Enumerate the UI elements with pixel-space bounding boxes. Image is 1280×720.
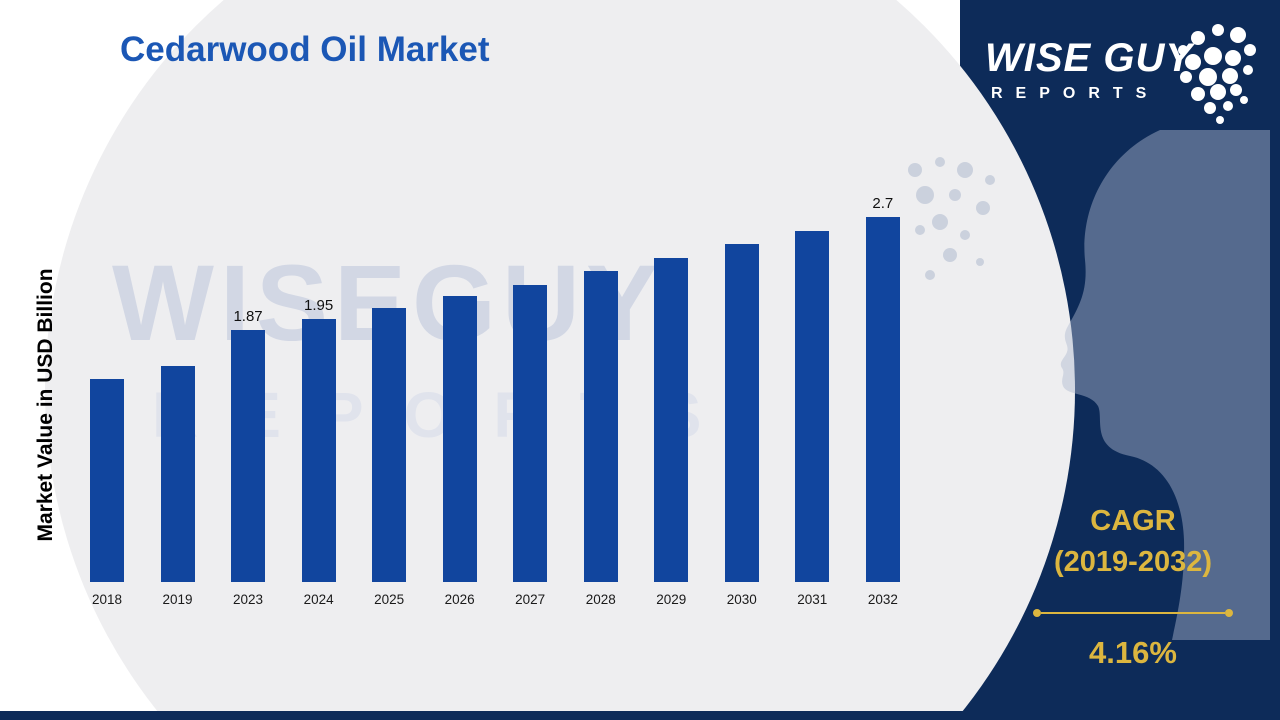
divider-dot-right bbox=[1225, 609, 1233, 617]
bar bbox=[301, 319, 336, 582]
x-axis-label: 2024 bbox=[303, 592, 334, 607]
bar bbox=[90, 379, 124, 582]
bar bbox=[372, 308, 407, 582]
bar bbox=[513, 285, 548, 582]
bar bbox=[231, 330, 266, 582]
bar bbox=[442, 296, 477, 582]
x-axis-label: 2027 bbox=[515, 592, 546, 607]
bar-value-label: 1.87 bbox=[233, 308, 263, 325]
bar bbox=[583, 271, 618, 582]
bar-column: 2030 bbox=[711, 160, 773, 608]
dots-decoration bbox=[908, 157, 995, 280]
bar-column: 2.7 2032 bbox=[852, 160, 914, 608]
x-axis-label: 2032 bbox=[867, 592, 898, 607]
bar bbox=[160, 366, 195, 582]
bar-column: 2027 bbox=[499, 160, 561, 608]
cagr-block: CAGR (2019-2032) 4.16% bbox=[998, 505, 1268, 671]
bar bbox=[654, 258, 689, 582]
wise-guy-reports-logo: WISE GUY REPORTS bbox=[985, 36, 1193, 103]
cagr-label: CAGR bbox=[1090, 505, 1176, 537]
divider-line bbox=[1041, 612, 1225, 614]
page-title: Cedarwood Oil Market bbox=[120, 30, 490, 69]
bar-chart: 2018 2019 1.87 2023 1.95 2024 2025 2026 2027 2028… bbox=[76, 160, 914, 608]
cagr-value: 4.16% bbox=[1089, 635, 1177, 670]
x-axis-label: 2030 bbox=[726, 592, 757, 607]
bar-column: 2031 bbox=[781, 160, 843, 608]
x-axis-label: 2026 bbox=[444, 592, 475, 607]
x-axis-label: 2031 bbox=[797, 592, 828, 607]
background-circle bbox=[45, 0, 1075, 720]
bar-value-label: 1.95 bbox=[303, 297, 334, 314]
x-axis-label: 2019 bbox=[162, 592, 193, 607]
bar bbox=[724, 244, 759, 582]
bar-column: 2019 bbox=[147, 160, 209, 608]
x-axis-label: 2025 bbox=[374, 592, 405, 607]
bar bbox=[865, 217, 900, 582]
bar-column: 2018 bbox=[76, 160, 138, 608]
bar-column: 2028 bbox=[570, 160, 632, 608]
cagr-divider bbox=[1033, 609, 1233, 617]
x-axis-label: 2029 bbox=[656, 592, 687, 607]
bar-column: 1.95 2024 bbox=[288, 160, 350, 608]
bar bbox=[795, 231, 830, 582]
divider-dot-left bbox=[1033, 609, 1041, 617]
logo-dotted-face-icon bbox=[1178, 24, 1256, 124]
x-axis-label: 2028 bbox=[585, 592, 616, 607]
logo-subtitle: REPORTS bbox=[991, 85, 1160, 102]
face-silhouette bbox=[1060, 130, 1270, 640]
x-axis-label: 2018 bbox=[91, 592, 123, 607]
bottom-accent-bar bbox=[0, 711, 1280, 720]
bar-column: 2029 bbox=[640, 160, 702, 608]
bar-column: 2026 bbox=[429, 160, 491, 608]
y-axis-label: Market Value in USD Billion bbox=[34, 268, 57, 542]
bar-value-label: 2.7 bbox=[872, 195, 894, 212]
cagr-range: (2019-2032) bbox=[1054, 546, 1212, 578]
x-axis-label: 2023 bbox=[233, 592, 264, 607]
logo-name: WISE GUY bbox=[985, 36, 1194, 80]
bar-column: 1.87 2023 bbox=[217, 160, 279, 608]
bar-column: 2025 bbox=[358, 160, 420, 608]
